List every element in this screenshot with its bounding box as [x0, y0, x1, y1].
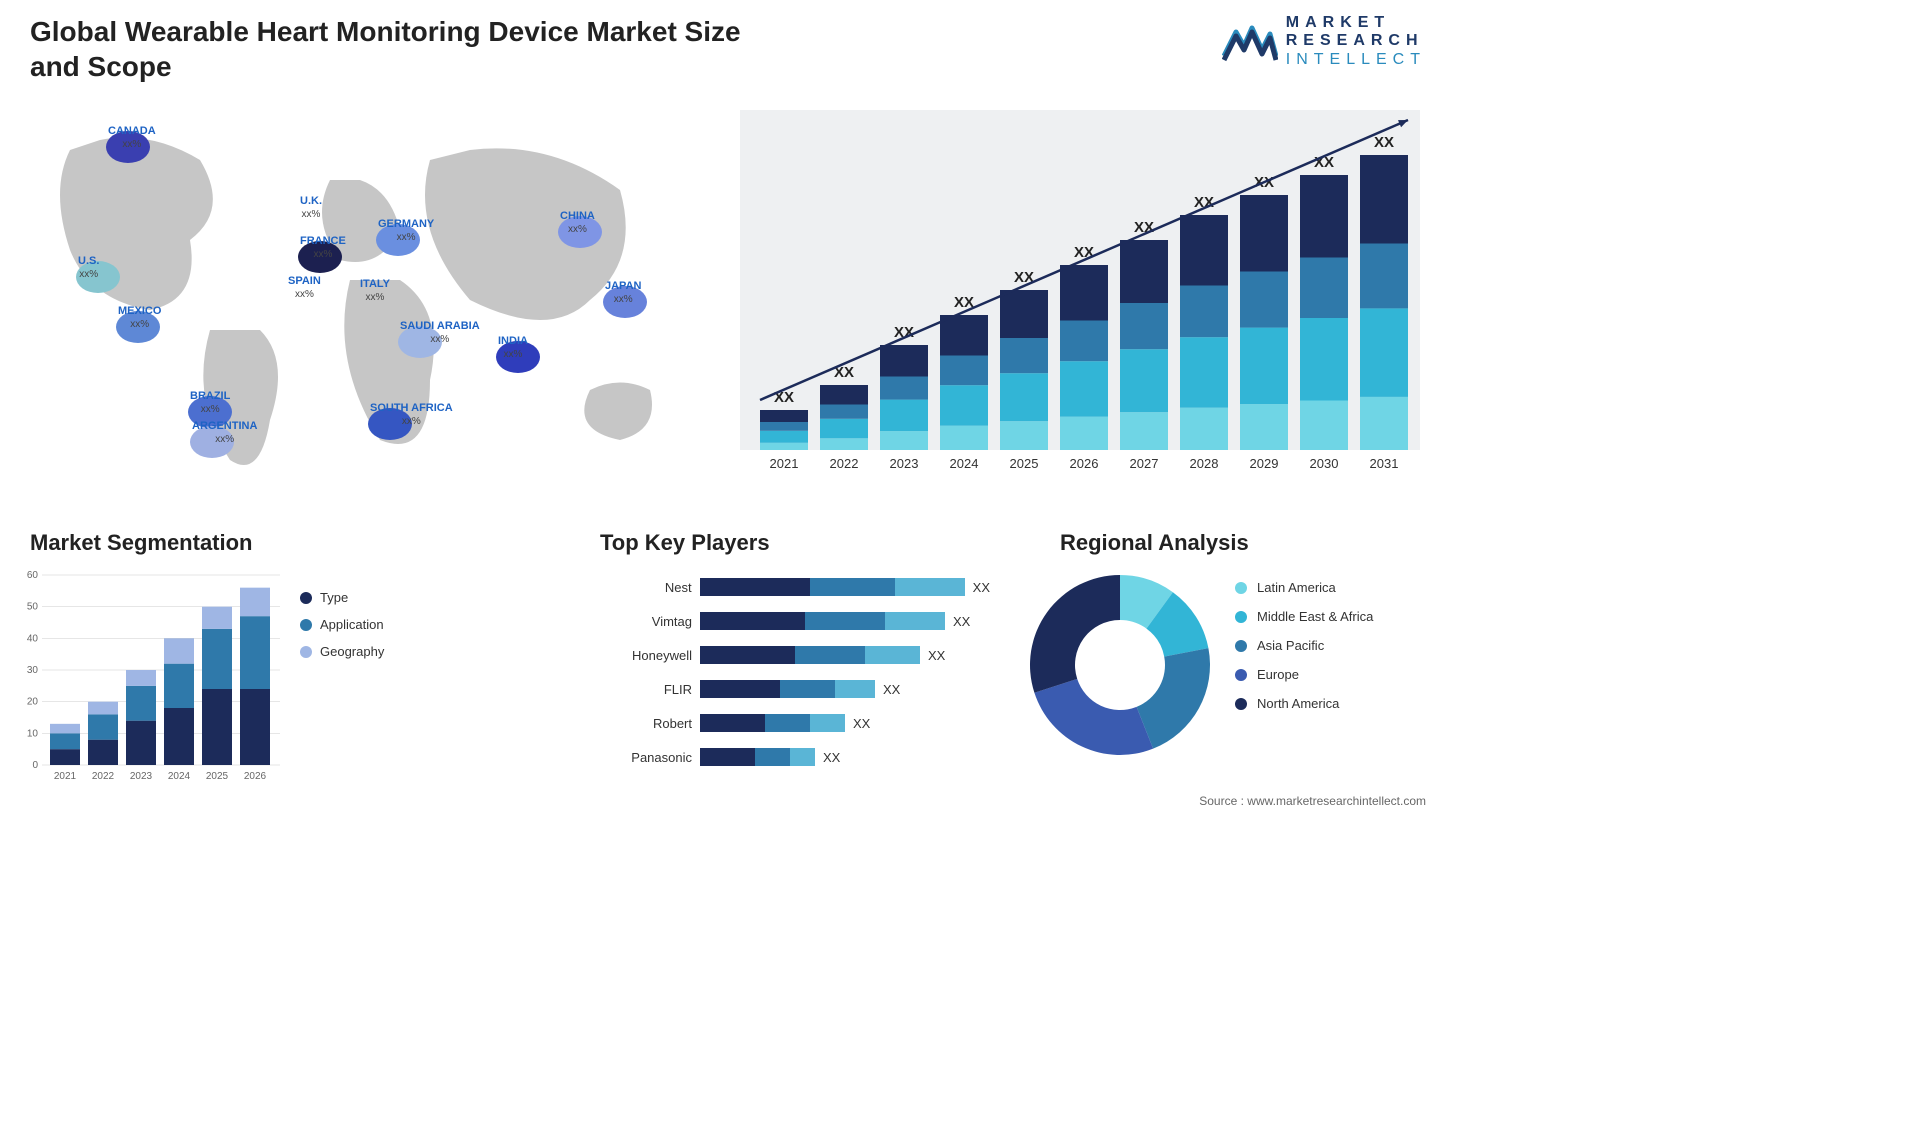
svg-text:2021: 2021: [770, 456, 799, 471]
player-value: XX: [845, 716, 870, 731]
map-label-uk: U.K.xx%: [300, 195, 322, 220]
player-name: Honeywell: [600, 648, 700, 663]
svg-text:2031: 2031: [1370, 456, 1399, 471]
seg-legend-type: Type: [300, 590, 384, 605]
players-chart: NestXXVimtagXXHoneywellXXFLIRXXRobertXXP…: [600, 572, 990, 776]
svg-text:20: 20: [27, 697, 39, 708]
region-legend-north-america: North America: [1235, 696, 1373, 711]
segmentation-chart-svg: 0 10 20 30 40 50 60 2021 2022 2023 2024 2025 2026: [14, 565, 284, 785]
market-size-chart-svg: XX2021XX2022XX2023XX2024XX2025XX2026XX20…: [740, 110, 1420, 480]
map-label-mexico: MEXICOxx%: [118, 305, 161, 330]
svg-text:2023: 2023: [890, 456, 919, 471]
svg-text:2026: 2026: [1070, 456, 1099, 471]
svg-text:2023: 2023: [130, 771, 153, 782]
player-name: Vimtag: [600, 614, 700, 629]
player-row-flir: FLIR XX: [600, 674, 990, 704]
map-label-germany: GERMANYxx%: [378, 218, 434, 243]
players-title: Top Key Players: [600, 530, 770, 556]
svg-text:60: 60: [27, 570, 39, 581]
player-value: XX: [945, 614, 970, 629]
svg-text:2025: 2025: [206, 771, 229, 782]
logo-line1: MARKET: [1286, 14, 1426, 32]
regional-legend: Latin America Middle East & Africa Asia Pa…: [1235, 580, 1373, 725]
svg-text:2022: 2022: [830, 456, 859, 471]
page-title: Global Wearable Heart Monitoring Device …: [30, 14, 750, 84]
logo-line3: INTELLECT: [1286, 51, 1426, 69]
market-size-chart: XX2021XX2022XX2023XX2024XX2025XX2026XX20…: [740, 110, 1420, 480]
regional-donut: [1020, 565, 1220, 765]
svg-text:40: 40: [27, 633, 39, 644]
region-legend-latin-america: Latin America: [1235, 580, 1373, 595]
svg-text:XX: XX: [1374, 134, 1394, 151]
region-legend-europe: Europe: [1235, 667, 1373, 682]
world-map: CANADAxx% U.S.xx% MEXICOxx% BRAZILxx% ARGENT…: [30, 100, 690, 500]
source-text: Source : www.marketresearchintellect.com: [1199, 794, 1426, 808]
player-bar: [700, 612, 945, 630]
svg-text:10: 10: [27, 728, 39, 739]
logo-line2: RESEARCH: [1286, 32, 1426, 50]
regional-donut-svg: [1020, 565, 1220, 765]
map-label-saudiarabia: SAUDI ARABIAxx%: [400, 320, 480, 345]
player-name: Robert: [600, 716, 700, 731]
player-bar: [700, 748, 815, 766]
svg-text:30: 30: [27, 665, 39, 676]
region-legend-middle-east---africa: Middle East & Africa: [1235, 609, 1373, 624]
player-bar: [700, 646, 920, 664]
svg-text:2030: 2030: [1310, 456, 1339, 471]
logo: MARKET RESEARCH INTELLECT: [1222, 14, 1426, 69]
svg-text:2022: 2022: [92, 771, 115, 782]
player-value: XX: [965, 580, 990, 595]
player-row-robert: Robert XX: [600, 708, 990, 738]
map-label-canada: CANADAxx%: [108, 125, 156, 150]
map-label-india: INDIAxx%: [498, 335, 528, 360]
player-name: FLIR: [600, 682, 700, 697]
svg-text:2021: 2021: [54, 771, 77, 782]
map-label-spain: SPAINxx%: [288, 275, 321, 300]
svg-text:2026: 2026: [244, 771, 267, 782]
logo-mark-icon: [1222, 20, 1278, 64]
map-label-italy: ITALYxx%: [360, 278, 390, 303]
segmentation-title: Market Segmentation: [30, 530, 253, 556]
map-label-france: FRANCExx%: [300, 235, 346, 260]
svg-text:2024: 2024: [168, 771, 191, 782]
svg-text:2025: 2025: [1010, 456, 1039, 471]
player-name: Nest: [600, 580, 700, 595]
player-row-panasonic: Panasonic XX: [600, 742, 990, 772]
player-value: XX: [920, 648, 945, 663]
seg-legend-application: Application: [300, 617, 384, 632]
seg-legend-geography: Geography: [300, 644, 384, 659]
map-label-japan: JAPANxx%: [605, 280, 641, 305]
region-legend-asia-pacific: Asia Pacific: [1235, 638, 1373, 653]
svg-text:2029: 2029: [1250, 456, 1279, 471]
svg-text:2028: 2028: [1190, 456, 1219, 471]
player-value: XX: [815, 750, 840, 765]
player-bar: [700, 714, 845, 732]
player-bar: [700, 578, 965, 596]
map-label-china: CHINAxx%: [560, 210, 595, 235]
player-row-nest: Nest XX: [600, 572, 990, 602]
svg-text:2024: 2024: [950, 456, 979, 471]
svg-text:0: 0: [32, 760, 38, 771]
player-name: Panasonic: [600, 750, 700, 765]
regional-title: Regional Analysis: [1060, 530, 1249, 556]
player-value: XX: [875, 682, 900, 697]
svg-text:2027: 2027: [1130, 456, 1159, 471]
map-label-argentina: ARGENTINAxx%: [192, 420, 257, 445]
segmentation-legend: Type Application Geography: [300, 590, 384, 671]
map-label-southafrica: SOUTH AFRICAxx%: [370, 402, 453, 427]
map-label-brazil: BRAZILxx%: [190, 390, 230, 415]
player-row-honeywell: Honeywell XX: [600, 640, 990, 670]
player-bar: [700, 680, 875, 698]
player-row-vimtag: Vimtag XX: [600, 606, 990, 636]
svg-text:XX: XX: [1074, 244, 1094, 261]
svg-text:50: 50: [27, 602, 39, 613]
map-label-us: U.S.xx%: [78, 255, 99, 280]
segmentation-chart: 0 10 20 30 40 50 60 2021 2022 2023 2024 2025 2026: [14, 565, 284, 785]
